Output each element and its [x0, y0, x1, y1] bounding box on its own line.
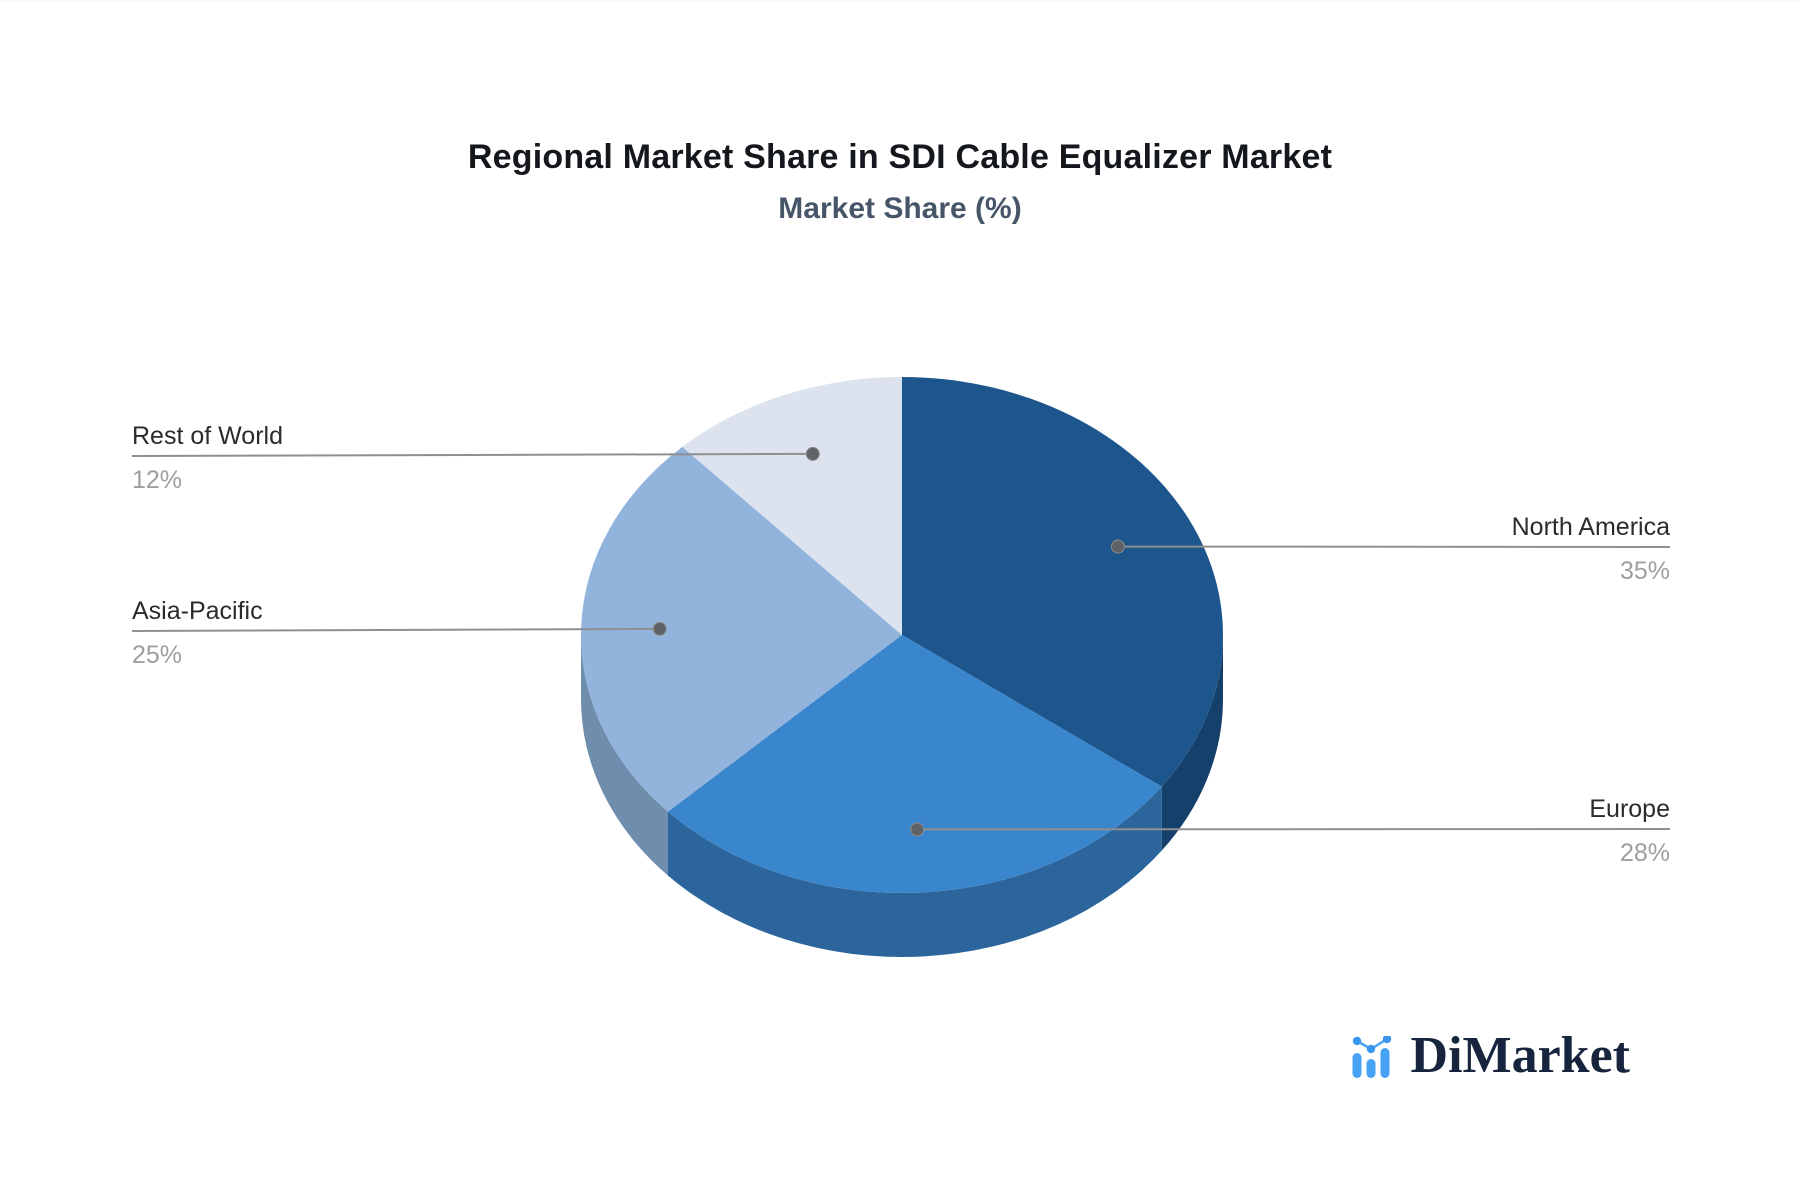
slice-label: Asia-Pacific — [132, 593, 552, 629]
slice-label: Rest of World — [132, 418, 552, 454]
slice-value: 12% — [132, 462, 552, 498]
slice-value: 25% — [132, 637, 552, 673]
leader-marker-dot — [806, 447, 819, 460]
slice-value: 35% — [1250, 553, 1670, 589]
callout-rest-of-world: Rest of World 12% — [132, 418, 552, 498]
leader-marker-dot — [653, 622, 666, 635]
slice-label: North America — [1250, 509, 1670, 545]
brand-name: DiMarket — [1411, 1026, 1630, 1086]
callout-north-america: North America 35% — [1250, 509, 1670, 589]
leader-marker-dot — [1111, 540, 1124, 553]
bar-chart-logo-icon — [1351, 1036, 1397, 1080]
leader-marker-dot — [911, 823, 924, 836]
callout-asia-pacific: Asia-Pacific 25% — [132, 593, 552, 673]
slice-label: Europe — [1250, 791, 1670, 827]
brand-logo: DiMarket — [1351, 1026, 1630, 1086]
slice-value: 28% — [1250, 835, 1670, 871]
callout-europe: Europe 28% — [1250, 791, 1670, 871]
